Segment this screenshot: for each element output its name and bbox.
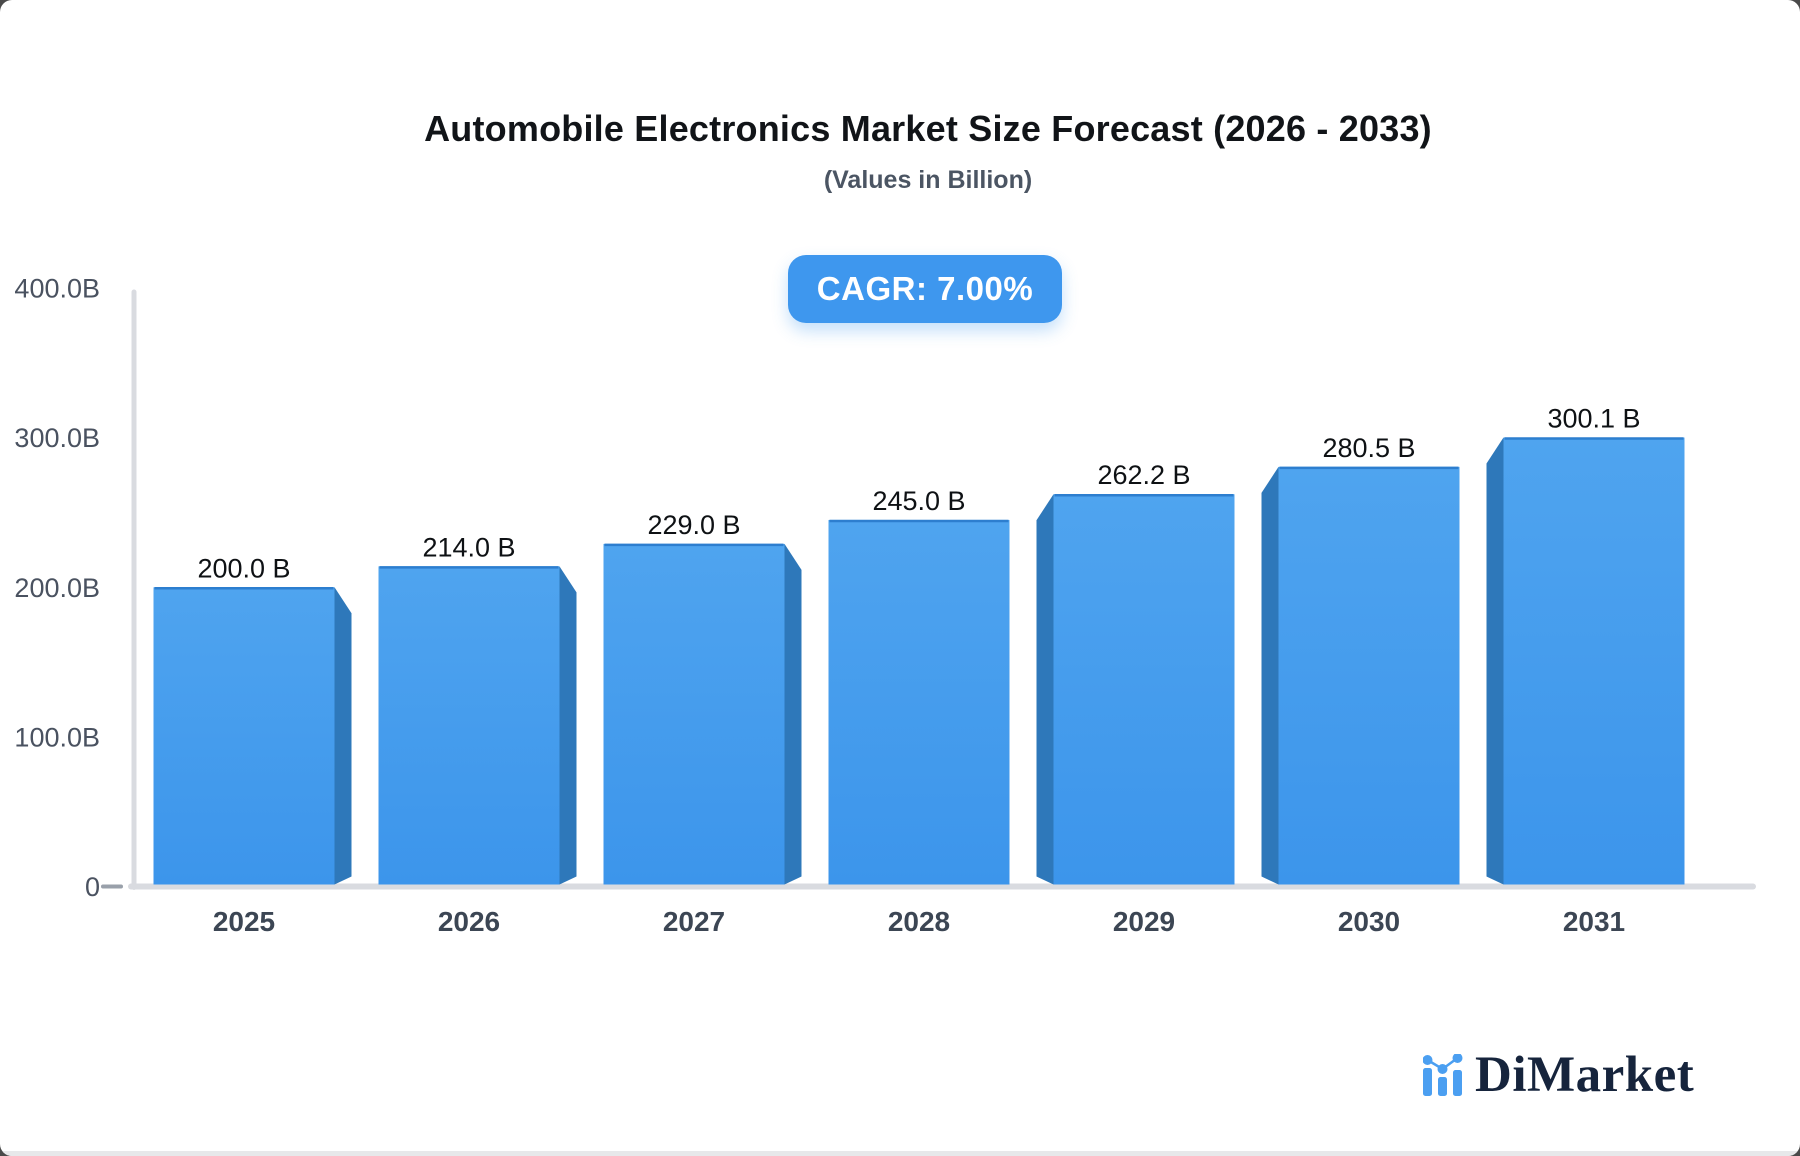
bar-value-label: 300.1 B	[1547, 404, 1640, 434]
bar-chart-logo-icon	[1423, 1054, 1463, 1096]
bar-side	[1486, 437, 1504, 885]
brand-logo-text: DiMarket	[1475, 1047, 1695, 1103]
x-category-label: 2031	[1563, 906, 1625, 937]
bar-face	[153, 587, 335, 885]
y-tick-label: 0	[85, 872, 100, 902]
bar-face	[603, 543, 785, 885]
chart-subtitle: (Values in Billion)	[823, 166, 1033, 194]
y-tick-label: 100.0B	[14, 722, 100, 752]
bar-value-label: 200.0 B	[197, 553, 290, 583]
bar-side	[1036, 494, 1054, 885]
bar-face	[1503, 437, 1685, 885]
bar-side	[1261, 466, 1279, 885]
bar-group-2026: 214.0 B 2026	[378, 532, 577, 937]
cagr-badge: CAGR: 7.00%	[788, 255, 1062, 323]
bar-value-label: 262.2 B	[1097, 460, 1190, 490]
x-category-label: 2026	[438, 906, 500, 937]
bar-face	[1053, 494, 1235, 885]
x-category-label: 2029	[1113, 906, 1175, 937]
bar-side	[559, 566, 577, 885]
bar-side	[334, 587, 352, 885]
y-tick-label: 200.0B	[14, 573, 100, 603]
bar-group-2027: 229.0 B 2027	[603, 510, 802, 937]
x-category-label: 2027	[663, 906, 725, 937]
x-category-label: 2025	[213, 906, 275, 937]
bar-group-2030: 280.5 B 2030	[1261, 433, 1460, 937]
bar-value-label: 280.5 B	[1322, 433, 1415, 463]
bar-value-label: 229.0 B	[647, 510, 740, 540]
bottom-divider	[0, 1151, 1800, 1156]
bar-value-label: 245.0 B	[872, 486, 965, 516]
bar-group-2031: 300.1 B 2031	[1486, 404, 1685, 937]
bar-group-2025: 200.0 B 2025	[153, 553, 352, 937]
brand-logo: DiMarket	[1423, 1042, 1695, 1103]
bar-group-2028: 245.0 B 2028	[828, 486, 1010, 937]
cagr-badge-label: CAGR: 7.00%	[816, 270, 1034, 307]
x-category-label: 2028	[888, 906, 950, 937]
bar-face	[1278, 466, 1460, 885]
y-tick-label: 300.0B	[14, 423, 100, 453]
bar-face	[828, 519, 1010, 885]
bar-side	[784, 543, 802, 885]
bar-group-2029: 262.2 B 2029	[1036, 460, 1235, 937]
y-tick-label: 400.0B	[14, 274, 100, 304]
bar-value-label: 214.0 B	[422, 532, 515, 562]
x-category-label: 2030	[1338, 906, 1400, 937]
bar-face	[378, 566, 560, 885]
chart-title: Automobile Electronics Market Size Forec…	[424, 108, 1432, 149]
